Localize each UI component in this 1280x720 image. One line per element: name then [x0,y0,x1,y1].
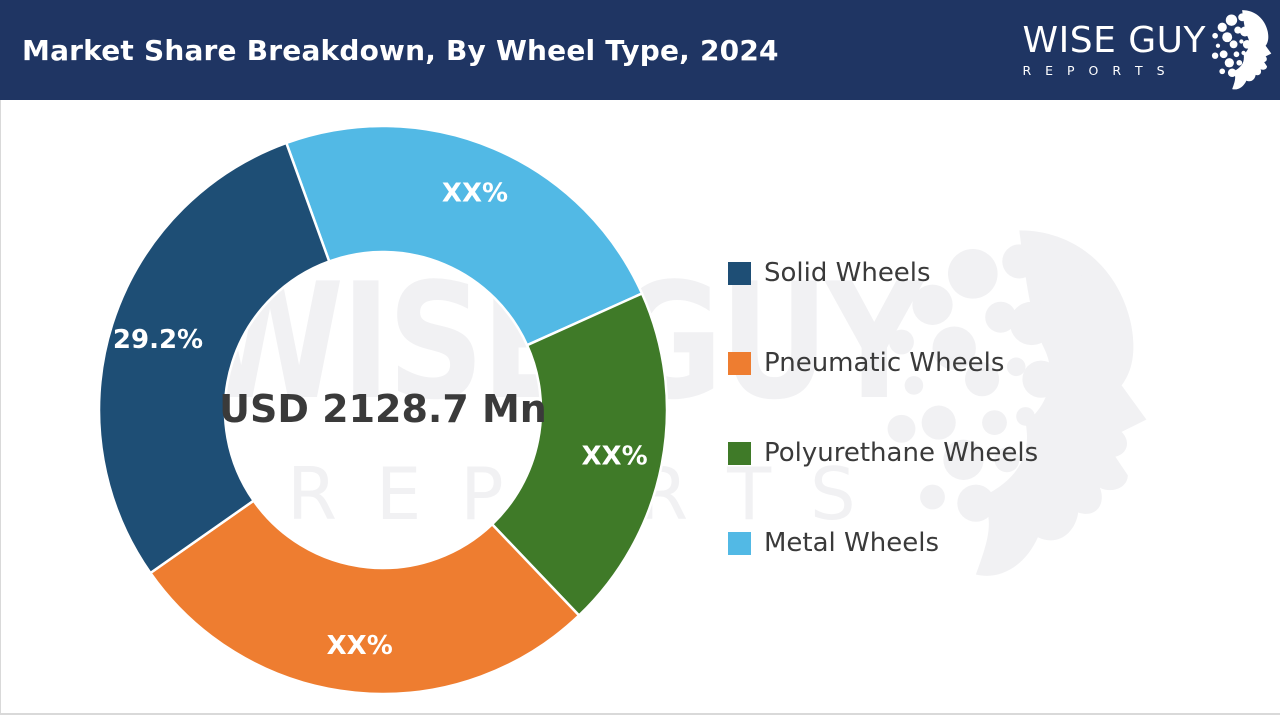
donut-segment-solid-wheels [97,141,331,575]
donut-segment-pneumatic-wheels [149,499,581,696]
legend-item-polyurethane-wheels: Polyurethane Wheels [728,436,1038,470]
donut-segments [97,124,669,696]
donut-slice-labels: XX% XX% XX% 29.2% [113,179,648,661]
legend-swatch-metal-wheels [728,531,751,555]
wiseguy-logo: WISE GUY R E P O R T S [1023,6,1273,94]
slice-label-pneumatic-wheels: XX% [327,631,393,661]
legend-item-pneumatic-wheels: Pneumatic Wheels [728,346,1038,380]
slice-label-solid-wheels: 29.2% [113,325,203,355]
legend-label-polyurethane-wheels: Polyurethane Wheels [764,438,1039,468]
legend-label-metal-wheels: Metal Wheels [764,528,939,558]
donut-segment-metal-wheels [285,124,644,347]
donut-segment-polyurethane-wheels [490,292,669,617]
legend-swatch-polyurethane-wheels [728,441,751,465]
donut-chart: XX% XX% XX% 29.2% USD 2128.7 Mn [97,124,669,696]
legend-item-solid-wheels: Solid Wheels [728,256,1038,290]
legend-label-pneumatic-wheels: Pneumatic Wheels [764,348,1005,378]
legend-label-solid-wheels: Solid Wheels [764,258,931,288]
wiseguy-face-icon [1208,6,1272,94]
logo-wordmark: WISE GUY [1022,19,1206,61]
chart-center-value: USD 2128.7 Mn [219,387,547,431]
legend-swatch-pneumatic-wheels [728,351,751,375]
left-edge-line [0,100,1,714]
logo-text: WISE GUY R E P O R T S [1022,19,1207,78]
bottom-divider-line [0,713,1280,715]
page-title: Market Share Breakdown, By Wheel Type, 2… [22,33,779,67]
header-bar: Market Share Breakdown, By Wheel Type, 2… [0,0,1280,100]
logo-tagline: R E P O R T S [1022,62,1170,78]
slice-label-metal-wheels: XX% [442,179,508,209]
legend-swatch-solid-wheels [728,261,751,285]
slice-label-polyurethane-wheels: XX% [582,441,648,471]
legend-item-metal-wheels: Metal Wheels [728,526,1038,560]
chart-legend: Solid Wheels Pneumatic Wheels Polyuretha… [728,256,1038,616]
